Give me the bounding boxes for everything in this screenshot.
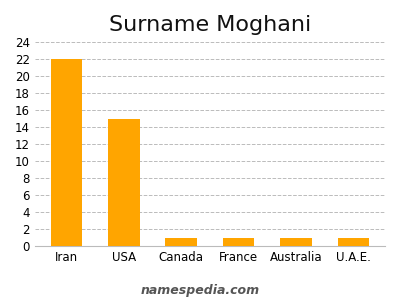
Bar xyxy=(51,59,82,246)
Bar xyxy=(166,238,197,246)
Bar xyxy=(223,238,254,246)
Bar xyxy=(280,238,312,246)
Text: namespedia.com: namespedia.com xyxy=(140,284,260,297)
Bar xyxy=(108,118,140,246)
Bar xyxy=(338,238,369,246)
Title: Surname Moghani: Surname Moghani xyxy=(109,15,311,35)
